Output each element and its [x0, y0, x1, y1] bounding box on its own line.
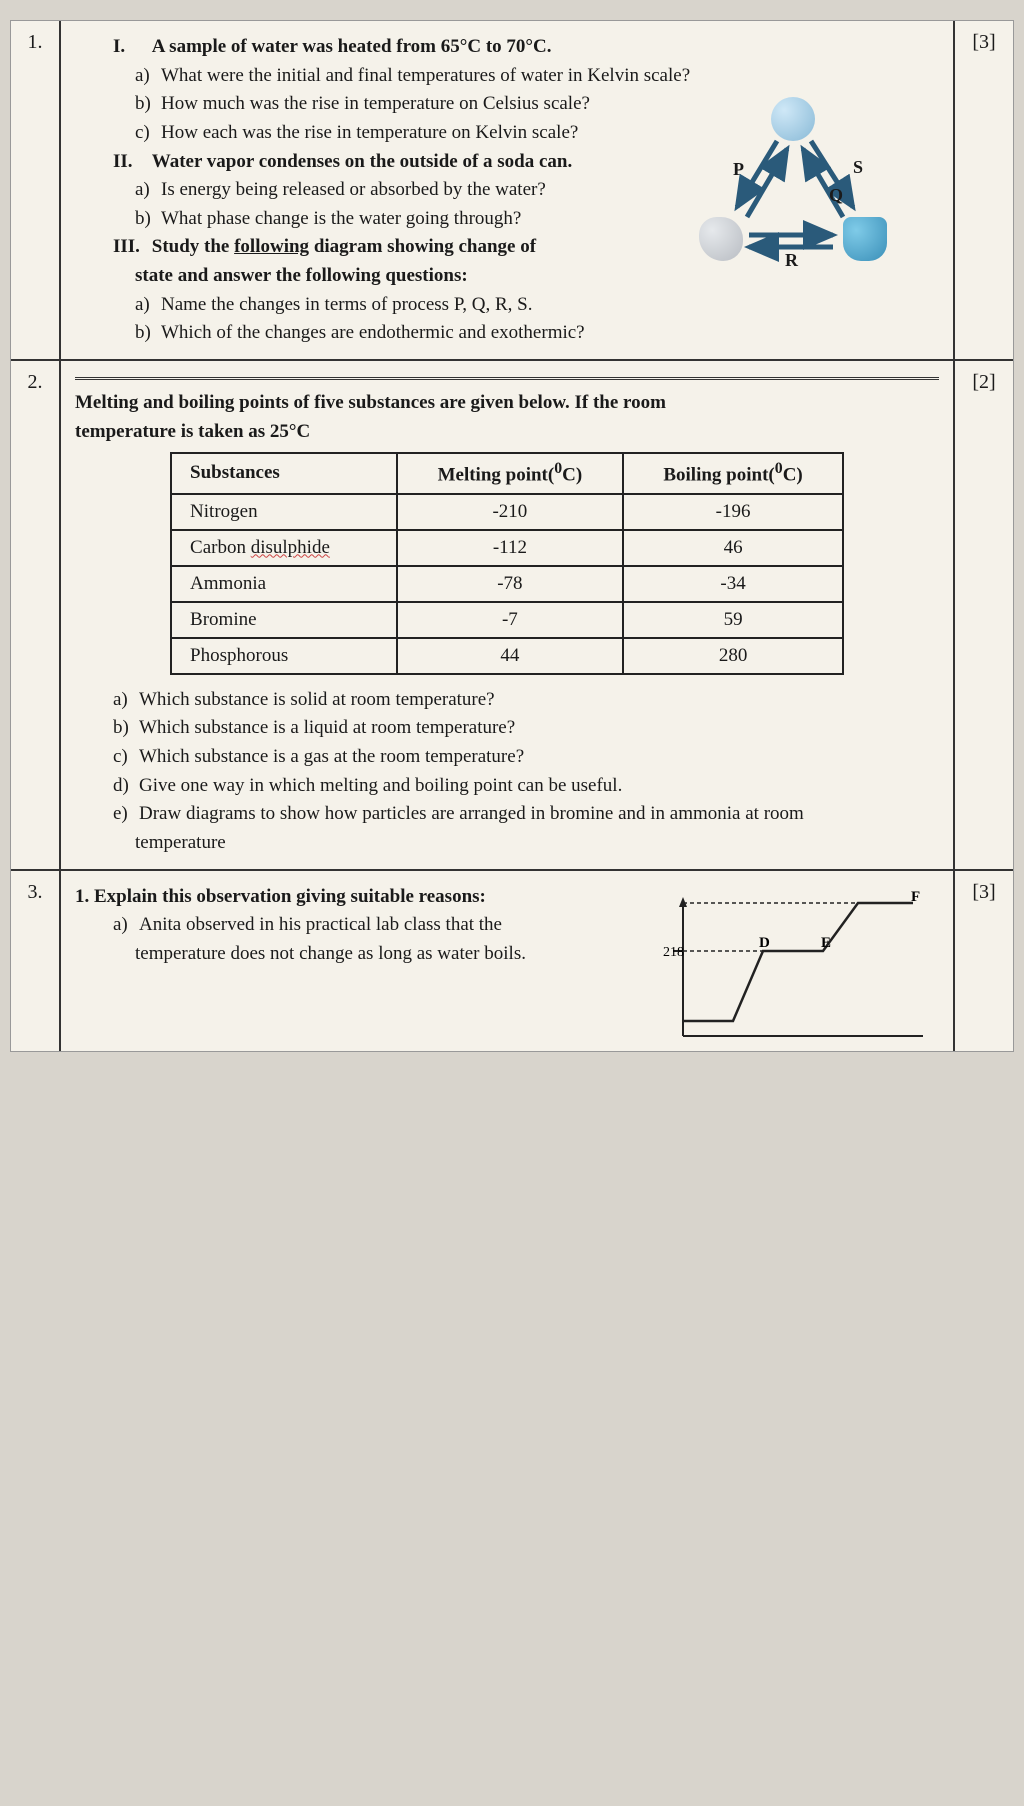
q2-number: 2.	[11, 361, 61, 868]
q1-ii-a-text: Is energy being released or absorbed by …	[161, 179, 546, 200]
diagram-arrows-svg	[693, 97, 893, 267]
cell: Phosphorous	[171, 638, 397, 674]
label-s: S	[853, 157, 863, 178]
q1-iii-b-text: Which of the changes are endothermic and…	[161, 322, 585, 343]
q3-content: 1. Explain this observation giving suita…	[61, 871, 953, 1051]
cell: -34	[623, 566, 843, 602]
label-r: R	[785, 250, 798, 271]
roman-ii: II.	[113, 149, 147, 175]
cell: 59	[623, 602, 843, 638]
q1-i-b-text: How much was the rise in temperature on …	[161, 93, 590, 114]
roman-iii: III.	[113, 234, 147, 260]
q3-subnum: 1.	[75, 886, 89, 907]
q2-b: b)Which substance is a liquid at room te…	[75, 715, 939, 741]
q2-b-text: Which substance is a liquid at room temp…	[139, 717, 515, 738]
label-q: Q	[829, 185, 843, 206]
table-row: Ammonia-78-34	[171, 566, 843, 602]
table-row: Nitrogen-210-196	[171, 494, 843, 530]
table-row: Phosphorous44280	[171, 638, 843, 674]
wavy-word: disulphide	[251, 537, 330, 558]
q2-a: a)Which substance is solid at room tempe…	[75, 687, 939, 713]
q2-d-text: Give one way in which melting and boilin…	[139, 775, 622, 796]
q1-i-intro: I. A sample of water was heated from 65°…	[75, 34, 939, 60]
cell: 280	[623, 638, 843, 674]
table-row: Carbon disulphide-11246	[171, 530, 843, 566]
phase-change-diagram: P S Q R	[693, 97, 893, 267]
q1-ii-intro-text: Water vapor condenses on the outside of …	[152, 151, 573, 172]
q2-d: d)Give one way in which melting and boil…	[75, 773, 939, 799]
q2-c: c)Which substance is a gas at the room t…	[75, 744, 939, 770]
svg-text:D: D	[759, 935, 770, 951]
q2-c-text: Which substance is a gas at the room tem…	[139, 746, 524, 767]
question-1-row: 1. I. A sample of water was heated from …	[11, 21, 1013, 361]
cell: Nitrogen	[171, 494, 397, 530]
q3-title-text: Explain this observation giving suitable…	[94, 886, 486, 907]
table-row: Bromine-759	[171, 602, 843, 638]
graph-svg: 218 D E F	[663, 891, 943, 1051]
th-melting: Melting point(0C)	[397, 453, 624, 493]
q2-content: Melting and boiling points of five subst…	[61, 361, 953, 868]
q1-following-underline: following	[234, 236, 309, 257]
q2-intro1: Melting and boiling points of five subst…	[75, 390, 939, 416]
q1-i-a: a)What were the initial and final temper…	[75, 63, 939, 89]
q2-mark: [2]	[953, 361, 1013, 868]
cell: -210	[397, 494, 624, 530]
q2-e1: e)Draw diagrams to show how particles ar…	[75, 801, 939, 827]
roman-i: I.	[113, 34, 147, 60]
q1-iii-b: b)Which of the changes are endothermic a…	[75, 320, 939, 346]
cell: -196	[623, 494, 843, 530]
worksheet-page: 1. I. A sample of water was heated from …	[10, 20, 1014, 1052]
question-3-row: 3. 1. Explain this observation giving su…	[11, 871, 1013, 1051]
table-header-row: Substances Melting point(0C) Boiling poi…	[171, 453, 843, 493]
q1-content: I. A sample of water was heated from 65°…	[61, 21, 953, 359]
q2-intro2: temperature is taken as 25°C	[75, 419, 939, 445]
q1-ii-b-text: What phase change is the water going thr…	[161, 208, 521, 229]
th-boiling: Boiling point(0C)	[623, 453, 843, 493]
q1-iii-a: a)Name the changes in terms of process P…	[75, 292, 939, 318]
label-p: P	[733, 159, 744, 180]
cell: Bromine	[171, 602, 397, 638]
q2-e2: temperature	[75, 830, 939, 856]
q3-number: 3.	[11, 871, 61, 1051]
th-substance: Substances	[171, 453, 397, 493]
q2-e1-text: Draw diagrams to show how particles are …	[139, 803, 804, 824]
q1-i-c-text: How each was the rise in temperature on …	[161, 122, 578, 143]
q1-mark: [3]	[953, 21, 1013, 359]
heating-curve-graph: 218 D E F	[663, 891, 943, 1051]
q2-a-text: Which substance is solid at room tempera…	[139, 689, 495, 710]
cell: -7	[397, 602, 624, 638]
question-2-row: 2. Melting and boiling points of five su…	[11, 361, 1013, 870]
q1-i-a-text: What were the initial and final temperat…	[161, 65, 690, 86]
q3-a1-text: Anita observed in his practical lab clas…	[139, 914, 502, 935]
cell: -112	[397, 530, 624, 566]
cell: Carbon disulphide	[171, 530, 397, 566]
q1-i-intro-text: A sample of water was heated from 65°C t…	[152, 36, 552, 57]
cell: 44	[397, 638, 624, 674]
substances-table: Substances Melting point(0C) Boiling poi…	[170, 452, 844, 674]
cell: 46	[623, 530, 843, 566]
q1-number: 1.	[11, 21, 61, 359]
q3-mark: [3]	[953, 871, 1013, 1051]
cell: Ammonia	[171, 566, 397, 602]
svg-text:F: F	[911, 891, 920, 905]
q1-iii-a-text: Name the changes in terms of process P, …	[161, 294, 533, 315]
y-tick-label: 218	[663, 945, 684, 960]
cell: -78	[397, 566, 624, 602]
svg-text:E: E	[821, 935, 831, 951]
divider	[75, 377, 939, 380]
